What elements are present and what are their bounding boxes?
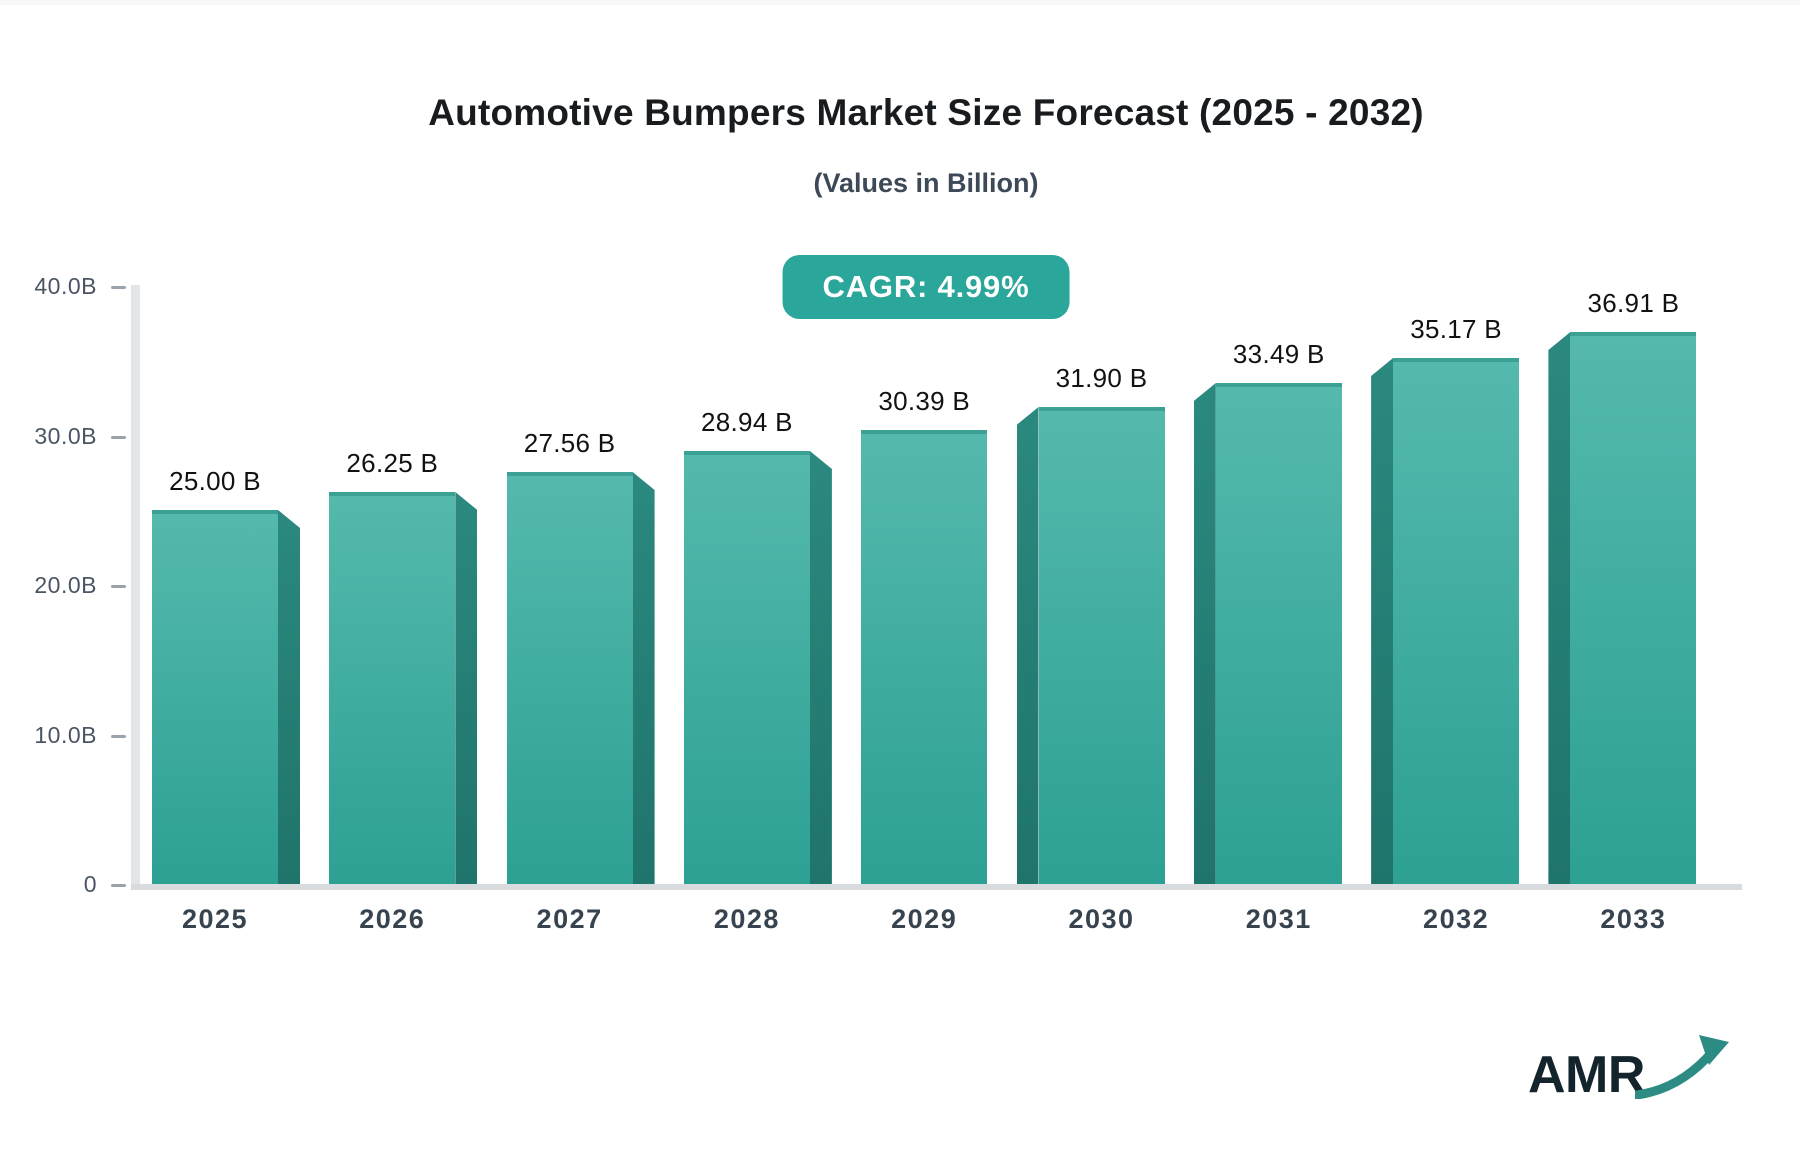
x-tick-label: 2029 bbox=[891, 904, 958, 934]
y-tick-label: 0 bbox=[83, 871, 97, 897]
y-tick-mark bbox=[111, 286, 126, 289]
bar-2032 bbox=[1393, 358, 1520, 884]
bar-2031 bbox=[1215, 383, 1342, 884]
y-tick-label: 10.0B bbox=[34, 721, 97, 748]
bar-value-label: 36.91 B bbox=[1587, 288, 1680, 318]
chart-subtitle: (Values in Billion) bbox=[813, 168, 1039, 198]
x-tick-label: 2027 bbox=[536, 904, 603, 934]
amr-logo-text: AMR bbox=[1528, 1046, 1645, 1104]
bar-side-shade bbox=[1548, 332, 1571, 884]
y-tick-label: 30.0B bbox=[34, 422, 97, 449]
y-tick-mark bbox=[111, 435, 126, 439]
y-tick-label: 40.0B bbox=[34, 273, 97, 299]
amr-logo: AMR bbox=[1528, 1035, 1731, 1101]
bar-value-label: 27.56 B bbox=[523, 428, 616, 458]
bar-2025 bbox=[152, 510, 278, 884]
cagr-badge: CAGR: 4.99% bbox=[782, 255, 1070, 319]
bar-2026 bbox=[329, 492, 456, 884]
bar-side-shade bbox=[632, 472, 655, 884]
page-top-strip bbox=[0, 0, 1800, 5]
chart-title: Automotive Bumpers Market Size Forecast … bbox=[428, 92, 1424, 133]
bar-side-shade bbox=[1016, 407, 1039, 884]
bar-value-label: 25.00 B bbox=[169, 466, 261, 496]
bar-side-shade bbox=[455, 492, 478, 884]
y-tick-mark bbox=[111, 585, 126, 588]
bar-2027 bbox=[506, 472, 633, 884]
y-axis-line bbox=[131, 285, 140, 890]
growth-arrow-icon bbox=[1634, 1035, 1729, 1099]
bar-value-label: 30.39 B bbox=[878, 386, 971, 416]
x-tick-label: 2025 bbox=[181, 904, 249, 934]
x-axis-line bbox=[131, 884, 1742, 890]
x-tick-label: 2033 bbox=[1600, 904, 1667, 934]
bar-side-shade bbox=[1371, 358, 1394, 884]
x-tick-label: 2028 bbox=[713, 904, 780, 934]
x-tick-label: 2030 bbox=[1068, 904, 1135, 934]
bar-side-shade bbox=[1193, 383, 1216, 884]
x-tick-label: 2026 bbox=[359, 904, 426, 934]
bar-value-label: 26.25 B bbox=[346, 448, 439, 478]
y-tick-mark bbox=[111, 734, 126, 738]
bar-2028 bbox=[683, 451, 810, 884]
bar-value-label: 28.94 B bbox=[701, 407, 793, 437]
bar-value-label: 35.17 B bbox=[1410, 314, 1502, 344]
y-tick-label: 20.0B bbox=[34, 572, 97, 598]
y-tick-mark bbox=[111, 884, 126, 887]
bar-value-label: 31.90 B bbox=[1055, 363, 1148, 393]
bar-side-shade bbox=[809, 451, 832, 884]
bar-2030 bbox=[1038, 407, 1165, 884]
x-tick-label: 2032 bbox=[1423, 904, 1490, 934]
bar-2033 bbox=[1570, 332, 1697, 884]
bar-value-label: 33.49 B bbox=[1232, 339, 1325, 369]
x-tick-label: 2031 bbox=[1245, 904, 1312, 934]
bar-2029 bbox=[861, 430, 988, 884]
bar-side-shade bbox=[278, 510, 300, 884]
